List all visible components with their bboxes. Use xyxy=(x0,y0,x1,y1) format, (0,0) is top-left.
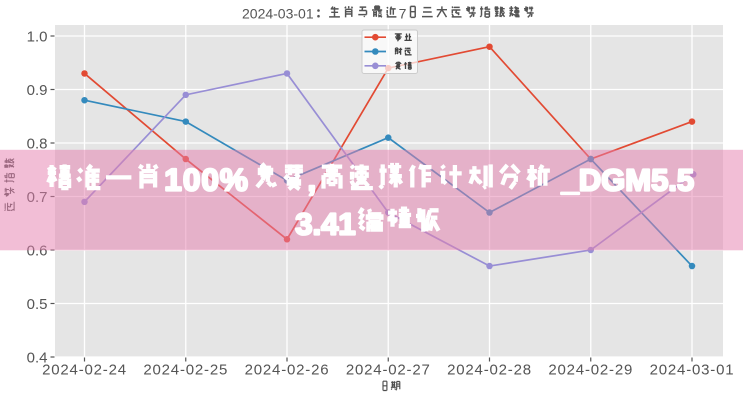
svg-text:_DGM5.5: _DGM5.5 xyxy=(561,162,695,197)
svg-text:0.5: 0.5 xyxy=(27,296,48,313)
svg-text:2024-02-28: 2024-02-28 xyxy=(447,362,532,379)
svg-text:3.41: 3.41 xyxy=(295,206,355,241)
svg-text:0.4: 0.4 xyxy=(27,349,48,366)
svg-text:0.8: 0.8 xyxy=(27,135,48,152)
svg-text:0.9: 0.9 xyxy=(27,82,48,99)
svg-text:100%: 100% xyxy=(164,161,249,197)
svg-text:2024-02-25: 2024-02-25 xyxy=(143,362,228,379)
svg-text:7: 7 xyxy=(399,5,407,21)
svg-text:2024-02-29: 2024-02-29 xyxy=(548,362,633,379)
svg-text:1.0: 1.0 xyxy=(27,28,48,45)
svg-text:2024-02-24: 2024-02-24 xyxy=(42,362,127,379)
svg-text:,: , xyxy=(308,162,317,197)
svg-text:2024-03-01: 2024-03-01 xyxy=(242,5,314,21)
svg-text:2024-03-01: 2024-03-01 xyxy=(650,362,735,379)
svg-text:2024-02-27: 2024-02-27 xyxy=(346,362,431,379)
svg-text:2024-02-26: 2024-02-26 xyxy=(245,362,330,379)
